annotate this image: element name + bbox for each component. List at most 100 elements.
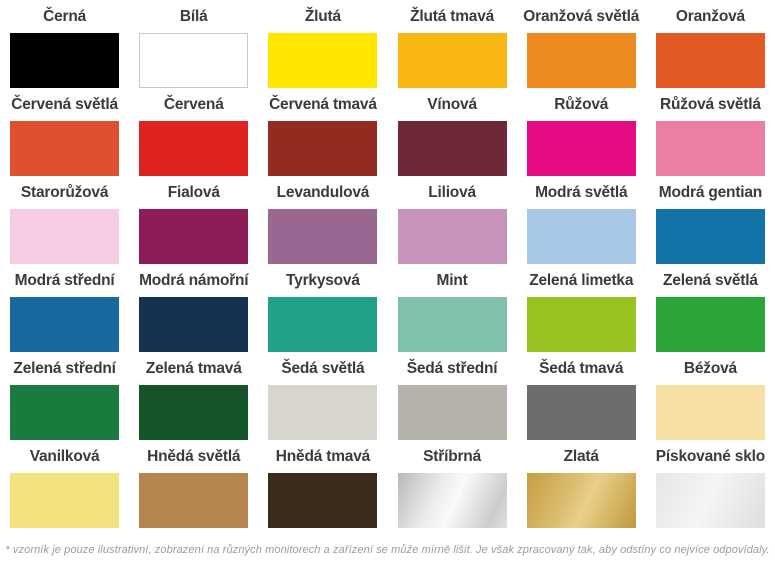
color-swatch	[139, 385, 249, 440]
color-name-label: Tyrkysová	[286, 272, 360, 289]
color-name-label: Mint	[436, 272, 468, 289]
color-swatch-grid: Černá Bílá Žlutá Žlutá tmavá Oranžová sv…	[0, 0, 775, 528]
color-name-label: Modrá světlá	[535, 184, 628, 201]
color-cell: Červená tmavá	[258, 88, 387, 176]
color-swatch	[655, 121, 765, 176]
color-cell: Modrá gentian	[646, 176, 775, 264]
color-cell: Modrá střední	[0, 264, 129, 352]
color-cell: Modrá námořní	[129, 264, 258, 352]
color-name-label: Bílá	[179, 8, 208, 25]
color-name-label: Zelená střední	[13, 360, 116, 377]
color-name-label: Šedá tmavá	[539, 360, 624, 377]
color-swatch	[10, 473, 120, 528]
color-name-label: Žlutá tmavá	[410, 8, 495, 25]
color-cell: Šedá střední	[388, 352, 517, 440]
color-cell: Bílá	[129, 0, 258, 88]
color-swatch	[268, 33, 378, 88]
color-cell: Zelená střední	[0, 352, 129, 440]
color-cell: Žlutá	[258, 0, 387, 88]
color-name-label: Růžová světlá	[660, 96, 761, 113]
color-cell: Červená světlá	[0, 88, 129, 176]
color-name-label: Modrá střední	[14, 272, 115, 289]
color-cell: Červená	[129, 88, 258, 176]
color-name-label: Béžová	[683, 360, 737, 377]
color-name-label: Červená tmavá	[269, 96, 377, 113]
color-cell: Starorůžová	[0, 176, 129, 264]
color-name-label: Šedá střední	[406, 360, 498, 377]
color-cell: Mint	[388, 264, 517, 352]
color-name-label: Vínová	[427, 96, 477, 113]
color-name-label: Růžová	[554, 96, 609, 113]
color-name-label: Hnědá světlá	[147, 448, 241, 465]
color-swatch	[655, 33, 765, 88]
color-swatch	[10, 121, 120, 176]
color-swatch	[397, 33, 507, 88]
color-swatch	[397, 121, 507, 176]
color-swatch	[268, 473, 378, 528]
color-swatch	[526, 33, 636, 88]
color-swatch	[139, 473, 249, 528]
color-name-label: Zelená tmavá	[145, 360, 242, 377]
color-cell: Oranžová světlá	[517, 0, 646, 88]
color-swatch	[268, 385, 378, 440]
color-name-label: Červená	[163, 96, 224, 113]
color-cell: Modrá světlá	[517, 176, 646, 264]
color-cell: Stříbrná	[388, 440, 517, 528]
color-name-label: Žlutá	[304, 8, 341, 25]
color-swatch	[10, 209, 120, 264]
color-swatch	[10, 33, 120, 88]
color-swatch	[526, 297, 636, 352]
color-swatch	[139, 209, 249, 264]
color-cell: Oranžová	[646, 0, 775, 88]
color-name-label: Červená světlá	[11, 96, 118, 113]
color-name-label: Starorůžová	[20, 184, 109, 201]
color-name-label: Modrá námořní	[139, 272, 249, 289]
color-swatch	[397, 385, 507, 440]
color-swatch	[526, 385, 636, 440]
color-name-label: Oranžová	[675, 8, 745, 25]
color-cell: Šedá světlá	[258, 352, 387, 440]
color-cell: Růžová	[517, 88, 646, 176]
color-name-label: Zelená limetka	[529, 272, 634, 289]
color-cell: Žlutá tmavá	[388, 0, 517, 88]
color-name-label: Stříbrná	[423, 448, 481, 465]
color-swatch	[10, 297, 120, 352]
color-cell: Pískované sklo	[646, 440, 775, 528]
color-swatch	[397, 297, 507, 352]
color-name-label: Liliová	[428, 184, 476, 201]
color-swatch	[10, 385, 120, 440]
color-cell: Béžová	[646, 352, 775, 440]
color-name-label: Zelená světlá	[663, 272, 758, 289]
color-name-label: Oranžová světlá	[523, 8, 640, 25]
color-name-label: Levandulová	[276, 184, 370, 201]
disclaimer-footnote: * vzorník je pouze ilustrativní, zobraze…	[5, 544, 770, 556]
color-cell: Liliová	[388, 176, 517, 264]
color-name-label: Modrá gentian	[658, 184, 763, 201]
color-swatch	[655, 385, 765, 440]
color-name-label: Vanilková	[29, 448, 100, 465]
color-cell: Levandulová	[258, 176, 387, 264]
color-swatch	[397, 209, 507, 264]
color-name-label: Hnědá tmavá	[275, 448, 371, 465]
color-name-label: Šedá světlá	[281, 360, 365, 377]
color-cell: Růžová světlá	[646, 88, 775, 176]
color-swatch	[655, 209, 765, 264]
color-cell: Hnědá světlá	[129, 440, 258, 528]
color-swatch	[397, 473, 507, 528]
color-name-label: Pískované sklo	[655, 448, 766, 465]
color-swatch	[655, 297, 765, 352]
color-cell: Šedá tmavá	[517, 352, 646, 440]
color-cell: Vínová	[388, 88, 517, 176]
color-cell: Zlatá	[517, 440, 646, 528]
color-swatch	[268, 209, 378, 264]
color-swatch	[526, 121, 636, 176]
color-swatch	[139, 121, 249, 176]
color-name-label: Zlatá	[563, 448, 599, 465]
color-cell: Hnědá tmavá	[258, 440, 387, 528]
color-swatch	[526, 209, 636, 264]
color-cell: Zelená tmavá	[129, 352, 258, 440]
color-swatch	[526, 473, 636, 528]
color-cell: Fialová	[129, 176, 258, 264]
color-name-label: Fialová	[167, 184, 220, 201]
